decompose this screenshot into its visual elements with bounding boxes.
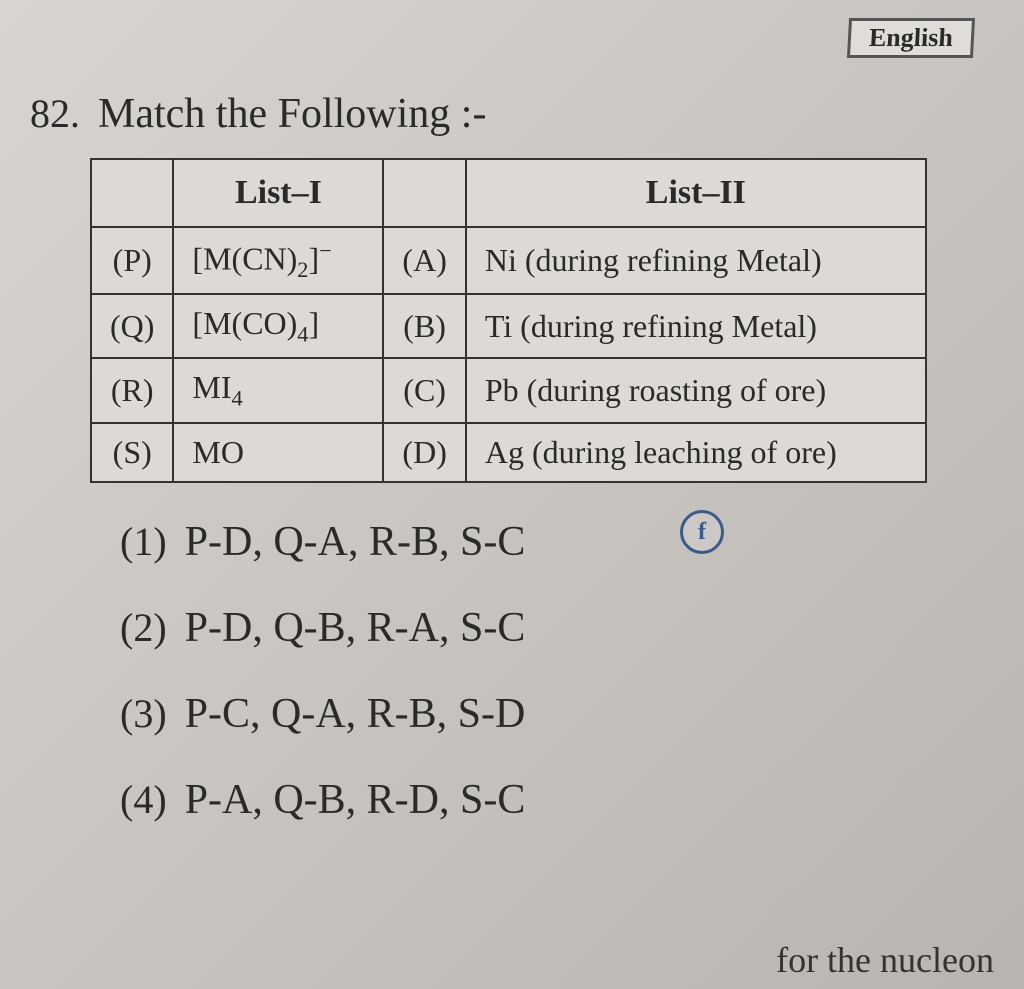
option-label: (2): [120, 604, 167, 651]
row-q-content: [M(CO)4]: [173, 294, 383, 358]
option-text: P-C, Q-A, R-B, S-D: [185, 690, 526, 738]
table-row: (R) MI4 (C) Pb (during roasting of ore): [91, 358, 926, 422]
row-s-content: MO: [173, 423, 383, 482]
row-s-label: (S): [91, 423, 173, 482]
row-d-label: (D): [383, 423, 465, 482]
row-b-label: (B): [383, 294, 465, 358]
header-empty-2: [383, 159, 465, 227]
row-r-label: (R): [91, 358, 173, 422]
row-c-content: Pb (during roasting of ore): [466, 358, 926, 422]
options-list: (1) P-D, Q-A, R-B, S-C (2) P-D, Q-B, R-A…: [120, 518, 994, 824]
header-list1: List–I: [173, 159, 383, 227]
question-title: Match the Following :-: [98, 90, 486, 138]
pen-circle-mark: f: [680, 510, 724, 554]
option-text: P-A, Q-B, R-D, S-C: [185, 776, 526, 824]
row-a-content: Ni (during refining Metal): [466, 227, 926, 294]
row-p-label: (P): [91, 227, 173, 294]
row-b-content: Ti (during refining Metal): [466, 294, 926, 358]
option-label: (3): [120, 690, 167, 737]
option-text: P-D, Q-B, R-A, S-C: [185, 604, 526, 652]
row-c-label: (C): [383, 358, 465, 422]
table-row: (S) MO (D) Ag (during leaching of ore): [91, 423, 926, 482]
table-row: (Q) [M(CO)4] (B) Ti (during refining Met…: [91, 294, 926, 358]
cutoff-text-fragment: for the nucleon: [776, 939, 994, 981]
row-a-label: (A): [383, 227, 465, 294]
option-3[interactable]: (3) P-C, Q-A, R-B, S-D: [120, 690, 994, 738]
option-label: (4): [120, 776, 167, 823]
row-p-content: [M(CN)2]−: [173, 227, 383, 294]
table-row: (P) [M(CN)2]− (A) Ni (during refining Me…: [91, 227, 926, 294]
question-header: 82. Match the Following :-: [30, 90, 994, 138]
option-text: P-D, Q-A, R-B, S-C: [185, 518, 526, 566]
header-list2: List–II: [466, 159, 926, 227]
row-r-content: MI4: [173, 358, 383, 422]
header-empty-1: [91, 159, 173, 227]
question-number: 82.: [30, 90, 80, 137]
option-2[interactable]: (2) P-D, Q-B, R-A, S-C: [120, 604, 994, 652]
match-table: List–I List–II (P) [M(CN)2]− (A) Ni (dur…: [90, 158, 927, 483]
option-4[interactable]: (4) P-A, Q-B, R-D, S-C: [120, 776, 994, 824]
row-q-label: (Q): [91, 294, 173, 358]
option-1[interactable]: (1) P-D, Q-A, R-B, S-C: [120, 518, 994, 566]
option-label: (1): [120, 518, 167, 565]
table-header-row: List–I List–II: [91, 159, 926, 227]
language-badge: English: [847, 18, 975, 58]
row-d-content: Ag (during leaching of ore): [466, 423, 926, 482]
